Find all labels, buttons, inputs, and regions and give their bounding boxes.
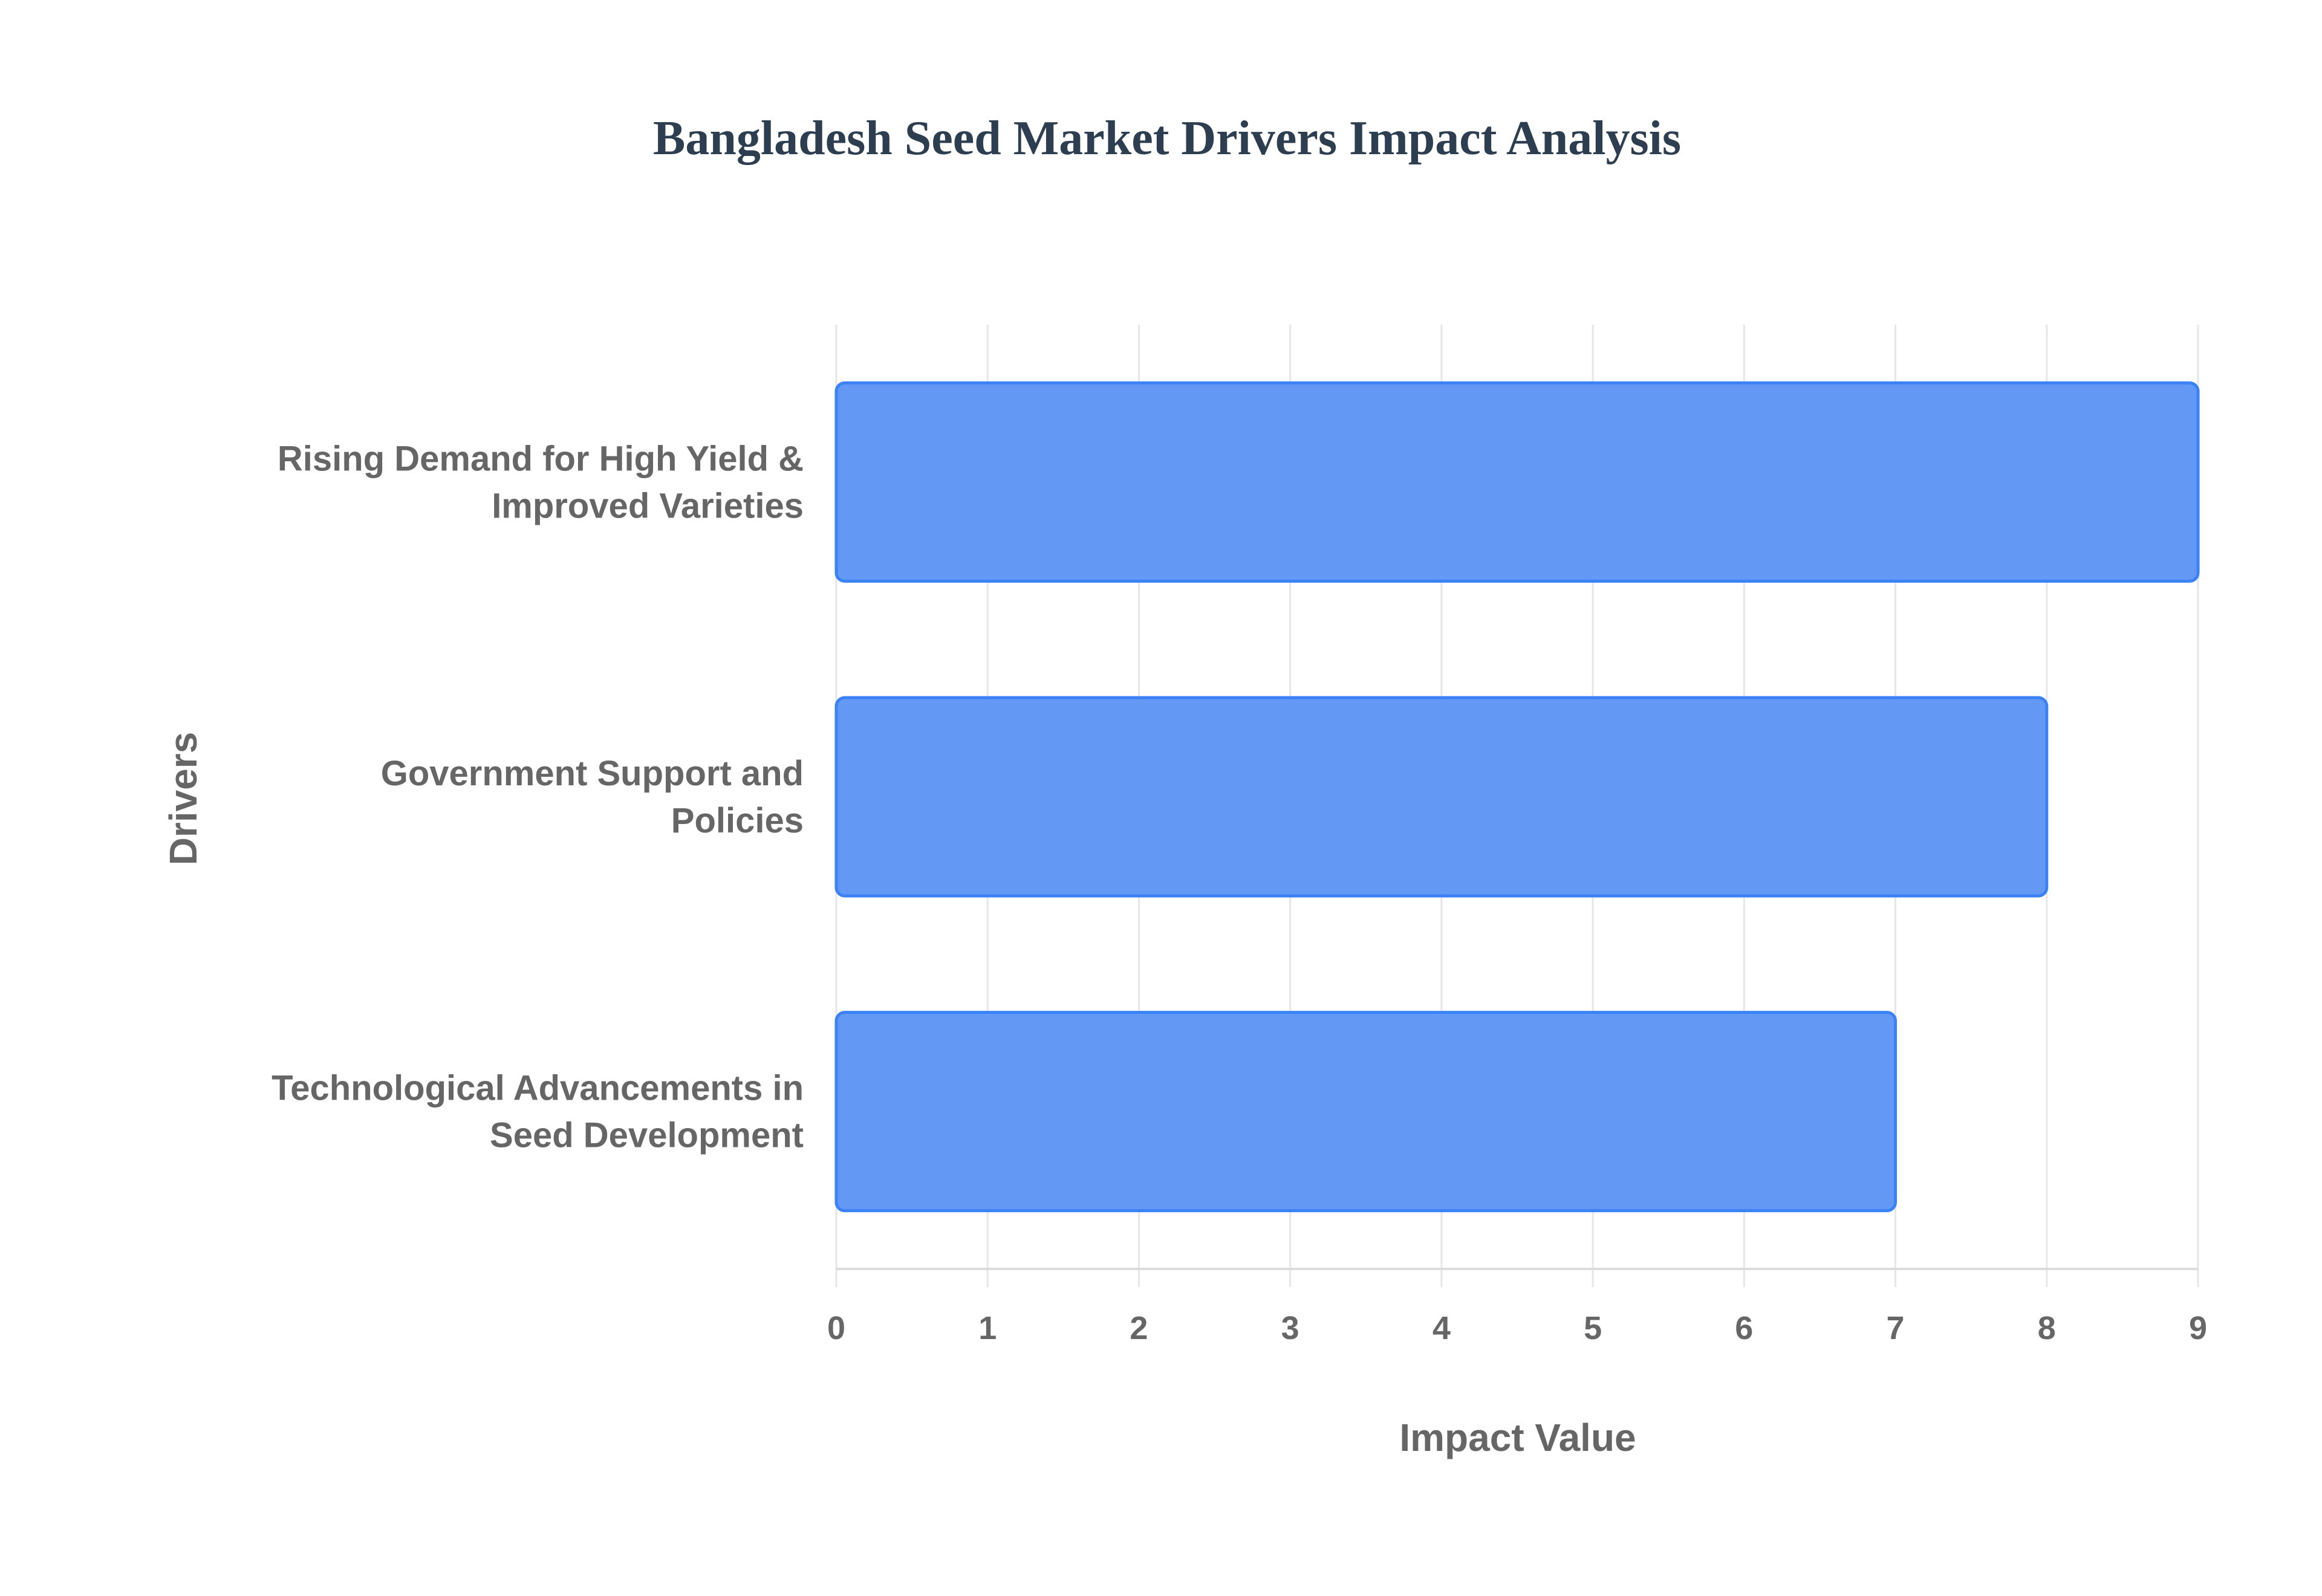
category-label-line: Policies bbox=[671, 801, 804, 840]
x-tick-label: 0 bbox=[827, 1310, 845, 1346]
category-label-line: Technological Advancements in bbox=[272, 1069, 804, 1108]
y-axis-label: Drivers bbox=[161, 732, 205, 866]
y-axis-labels: Rising Demand for High Yield & Improved V… bbox=[272, 439, 804, 1155]
category-label: Rising Demand for High Yield & Improved V… bbox=[278, 439, 804, 525]
x-tick-label: 3 bbox=[1281, 1310, 1299, 1346]
category-label-line: Improved Varieties bbox=[492, 486, 804, 525]
x-tick-label: 1 bbox=[978, 1310, 997, 1346]
x-tick-label: 8 bbox=[2038, 1310, 2056, 1346]
category-label: Government Support and Policies bbox=[381, 754, 804, 840]
chart-title: Bangladesh Seed Market Drivers Impact An… bbox=[653, 112, 1681, 165]
category-label-line: Rising Demand for High Yield & bbox=[278, 439, 804, 478]
bars bbox=[834, 381, 2200, 1213]
x-tick-label: 4 bbox=[1433, 1310, 1451, 1346]
category-label: Technological Advancements in Seed Develo… bbox=[272, 1069, 804, 1155]
category-label-line: Seed Development bbox=[490, 1116, 804, 1155]
category-label-line: Government Support and bbox=[381, 754, 804, 793]
x-tick-label: 5 bbox=[1584, 1310, 1602, 1346]
x-axis-ticks: 0 1 2 3 4 5 6 7 8 9 bbox=[827, 1310, 2207, 1346]
x-axis-label: Impact Value bbox=[1399, 1416, 1636, 1459]
bar bbox=[834, 696, 2049, 898]
bar bbox=[834, 1011, 1898, 1213]
bar bbox=[834, 381, 2200, 583]
x-tick-label: 2 bbox=[1130, 1310, 1148, 1346]
x-tick-label: 7 bbox=[1887, 1310, 1905, 1346]
x-tick-label: 9 bbox=[2189, 1310, 2207, 1346]
x-tick-label: 6 bbox=[1735, 1310, 1753, 1346]
